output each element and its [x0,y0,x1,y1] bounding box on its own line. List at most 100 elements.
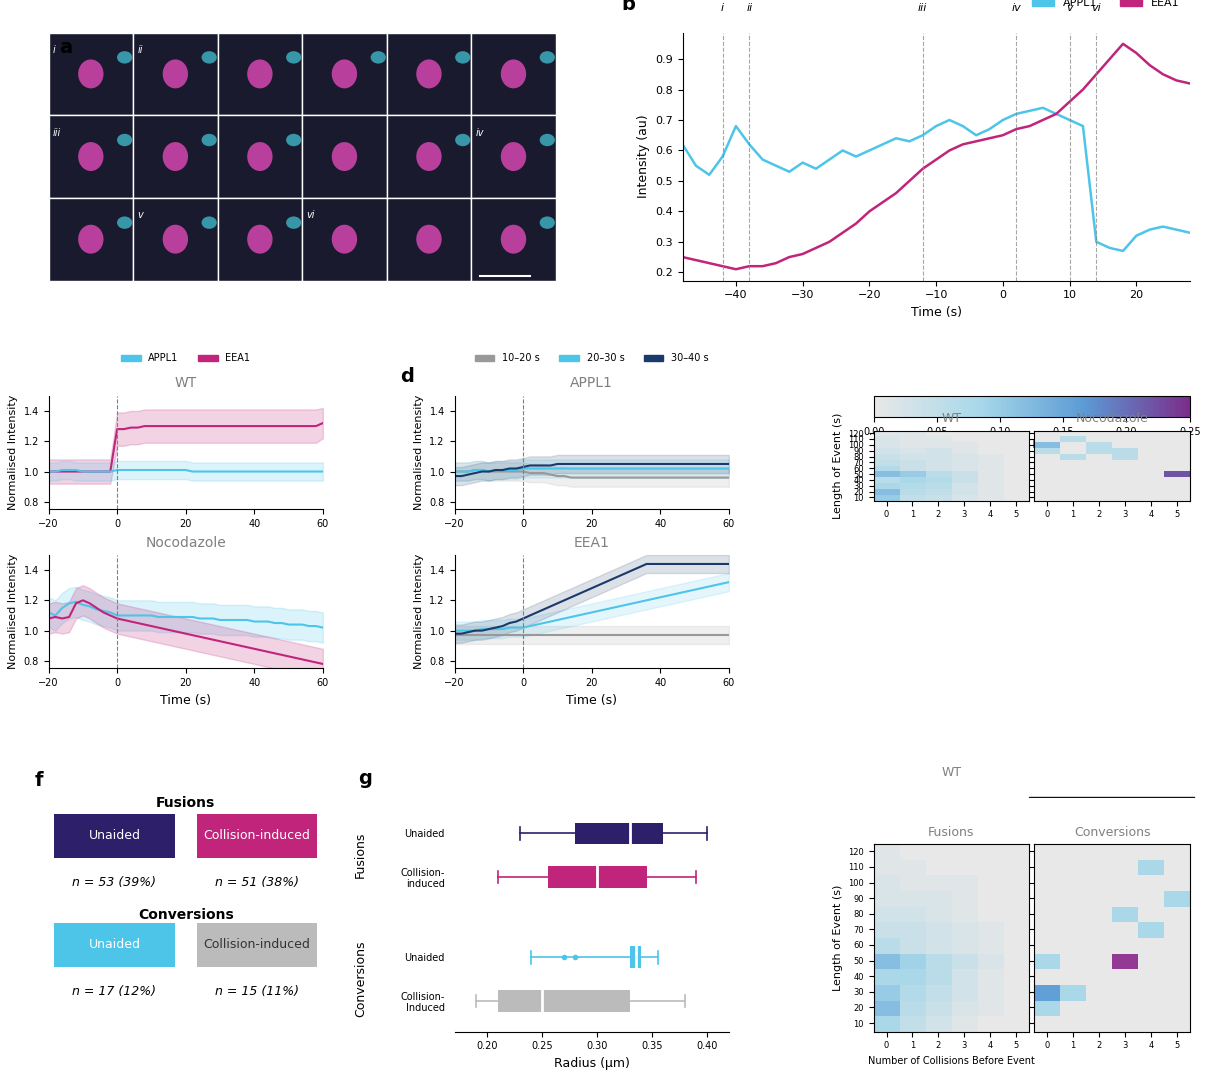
Y-axis label: Normalised Intensity: Normalised Intensity [414,395,424,510]
Text: Collision-induced: Collision-induced [204,938,311,951]
Title: EEA1: EEA1 [574,535,609,550]
EEA1 [742,260,756,273]
Title: Nocodazole: Nocodazole [146,535,226,550]
Title: Conversions: Conversions [1073,826,1151,838]
APPL1 [715,150,730,163]
Ellipse shape [501,225,526,254]
Title: WT: WT [175,377,197,391]
FancyBboxPatch shape [197,923,317,968]
Text: vi: vi [1091,3,1101,13]
EEA1 [688,253,703,266]
FancyBboxPatch shape [55,923,175,968]
APPL1 [755,153,770,166]
Text: g: g [358,769,373,788]
Text: n = 17 (12%): n = 17 (12%) [73,985,157,998]
Ellipse shape [78,142,103,171]
APPL1 [782,165,796,178]
EEA1 [915,162,930,175]
Ellipse shape [416,225,442,254]
APPL1 [675,138,690,151]
APPL1 [875,138,890,151]
Ellipse shape [163,60,188,88]
Text: n = 15 (11%): n = 15 (11%) [215,985,299,998]
Text: WT: WT [976,779,995,792]
EEA1 [822,236,836,249]
APPL1 [902,135,917,148]
Ellipse shape [416,60,442,88]
Bar [630,947,641,969]
EEA1 [1089,67,1104,80]
Legend: APPL1, EEA1: APPL1, EEA1 [1028,0,1184,12]
Text: d: d [399,367,414,387]
APPL1 [1129,229,1144,242]
Ellipse shape [287,51,301,64]
Text: ii: ii [747,3,753,13]
FancyBboxPatch shape [197,813,317,858]
Text: e: e [834,379,847,397]
APPL1 [915,129,930,142]
Legend: APPL1, EEA1: APPL1, EEA1 [118,350,254,367]
Ellipse shape [202,134,217,147]
EEA1 [1049,108,1063,121]
EEA1 [1036,113,1050,126]
X-axis label: Time (s): Time (s) [160,694,211,707]
APPL1 [1049,108,1063,121]
Ellipse shape [287,216,301,229]
EEA1 [1009,123,1023,136]
EEA1 [1022,119,1037,132]
APPL1 [942,113,957,126]
Ellipse shape [416,142,442,171]
Ellipse shape [78,225,103,254]
APPL1 [969,129,983,142]
Ellipse shape [540,51,555,64]
Y-axis label: Length of Event (s): Length of Event (s) [833,413,843,519]
EEA1 [809,241,823,254]
Text: n = 53 (39%): n = 53 (39%) [73,875,157,888]
Text: n = 51 (38%): n = 51 (38%) [215,875,299,888]
Text: Fusions: Fusions [353,832,367,879]
Ellipse shape [202,51,217,64]
Title: Nocodazole: Nocodazole [1076,413,1148,426]
X-axis label: Time (s): Time (s) [566,694,617,707]
Text: vi: vi [306,211,314,220]
Y-axis label: Normalised Intensity: Normalised Intensity [414,554,424,669]
EEA1 [1169,74,1184,87]
EEA1 [1102,52,1117,65]
Text: Collision-induced: Collision-induced [204,830,311,843]
Text: WT: WT [941,766,961,779]
X-axis label: Time (s): Time (s) [910,306,961,319]
APPL1 [1116,244,1130,257]
Ellipse shape [455,134,470,147]
EEA1 [1129,47,1144,60]
Y-axis label: Normalised Intensity: Normalised Intensity [8,554,18,669]
APPL1 [849,150,863,163]
Ellipse shape [331,225,357,254]
Ellipse shape [163,225,188,254]
Ellipse shape [331,142,357,171]
Text: iv: iv [476,128,484,138]
EEA1 [835,226,850,239]
Ellipse shape [370,51,386,64]
Text: i: i [52,45,56,55]
APPL1 [929,119,943,132]
APPL1 [889,131,903,144]
EEA1 [969,135,983,148]
Ellipse shape [501,142,526,171]
Ellipse shape [117,51,132,64]
Ellipse shape [501,60,526,88]
Y-axis label: Intensity (au): Intensity (au) [636,115,649,199]
Ellipse shape [163,142,188,171]
Bar [548,866,647,887]
APPL1 [1089,236,1104,249]
APPL1 [1182,226,1197,239]
APPL1 [982,123,997,136]
Legend: 10–20 s, 20–30 s, 30–40 s: 10–20 s, 20–30 s, 30–40 s [471,350,713,367]
EEA1 [902,175,917,188]
APPL1 [795,156,810,169]
EEA1 [1062,96,1077,109]
X-axis label: Fraction of Events (%): Fraction of Events (%) [970,440,1093,450]
Text: Conversions: Conversions [138,908,233,922]
APPL1 [1156,220,1170,233]
Text: Unaided: Unaided [89,830,141,843]
EEA1 [795,248,810,261]
